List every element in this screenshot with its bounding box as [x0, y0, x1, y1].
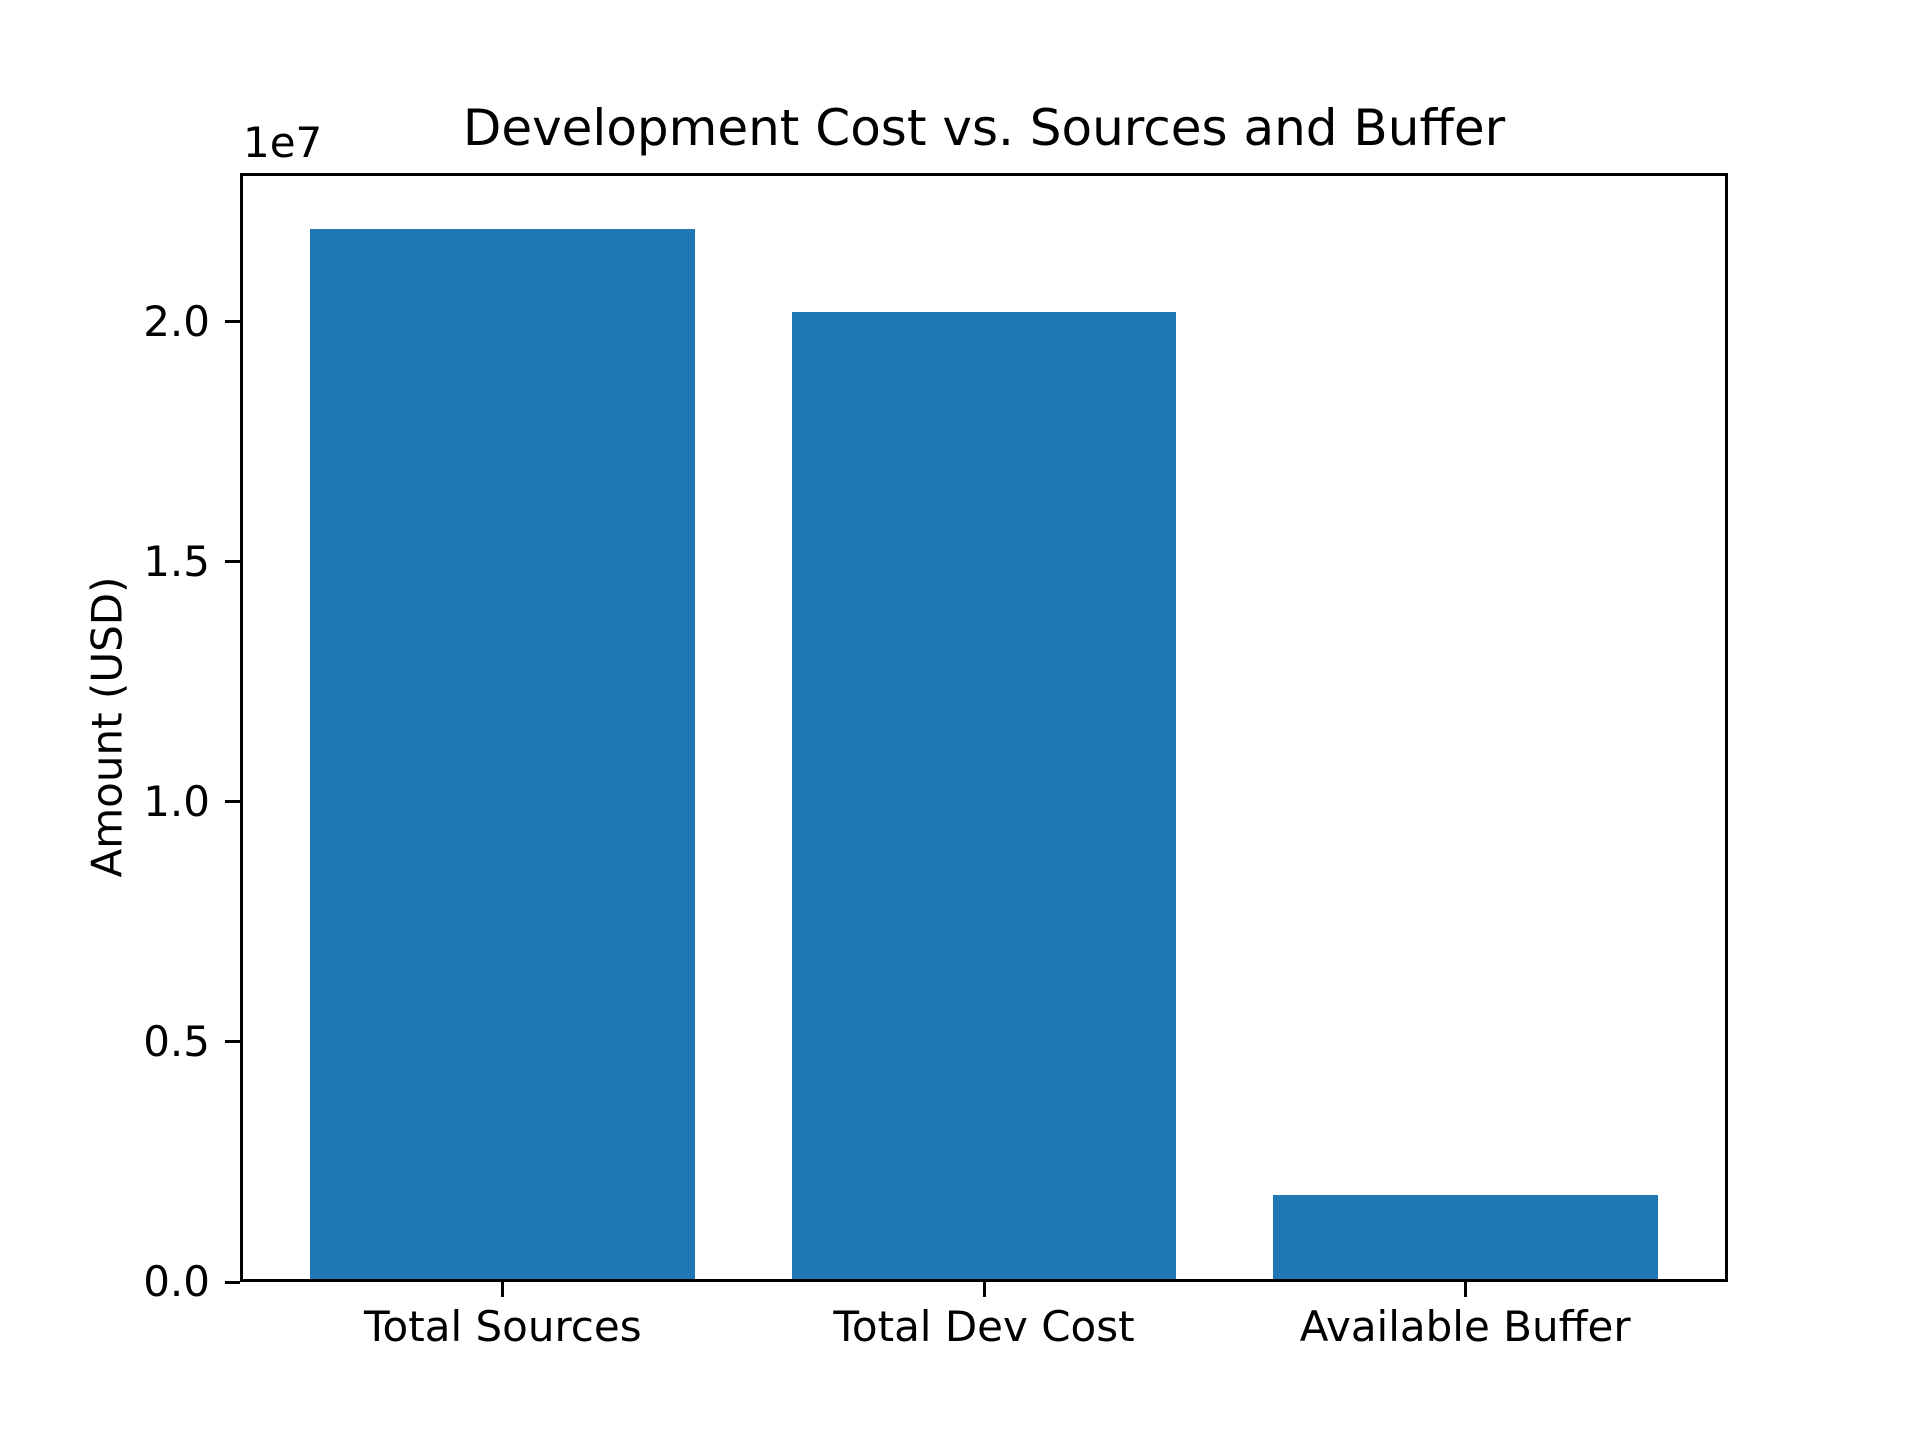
- y-tick-label: 0.0: [143, 1257, 210, 1306]
- plot-area: [240, 173, 1728, 1282]
- x-tick-label: Total Sources: [364, 1302, 642, 1351]
- y-tick-label: 2.0: [143, 296, 210, 346]
- y-tick-mark: [225, 560, 240, 564]
- y-tick-label: 0.5: [143, 1016, 210, 1066]
- y-tick-mark: [225, 800, 240, 804]
- x-tick-mark: [982, 1282, 986, 1297]
- y-tick-mark: [225, 320, 240, 324]
- bar-total-dev-cost: [791, 312, 1177, 1279]
- y-tick-mark: [225, 1040, 240, 1044]
- chart-title: Development Cost vs. Sources and Buffer: [462, 99, 1506, 157]
- y-axis-label: Amount (USD): [82, 576, 132, 878]
- x-tick-label: Total Dev Cost: [833, 1302, 1135, 1351]
- bar-available-buffer: [1272, 1195, 1658, 1279]
- x-tick-label: Available Buffer: [1299, 1302, 1631, 1351]
- y-tick-label: 1.0: [143, 776, 210, 826]
- y-tick-label: 1.5: [143, 536, 210, 586]
- x-tick-mark: [1463, 1282, 1467, 1297]
- y-tick-mark: [225, 1280, 240, 1284]
- y-axis-offset-label: 1e7: [243, 118, 323, 167]
- x-tick-mark: [501, 1282, 505, 1297]
- bar-total-sources: [310, 228, 696, 1279]
